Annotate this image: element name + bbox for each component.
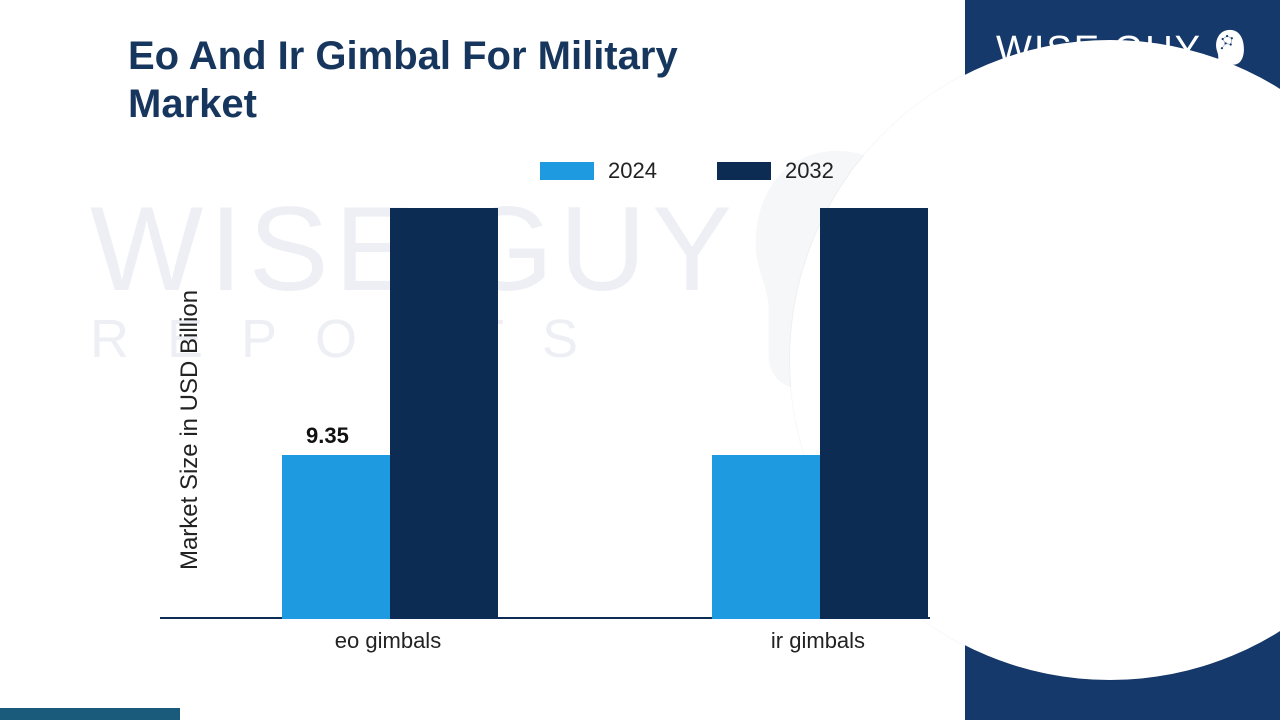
legend: 2024 2032 [540, 158, 834, 184]
logo-sub: REPORTS [996, 76, 1252, 90]
bottom-accent-bar [0, 708, 180, 720]
bar [712, 455, 820, 619]
legend-swatch-2024 [540, 162, 594, 180]
chart-area: Market Size in USD Billion eo gimbalsir … [110, 200, 930, 660]
bar [390, 208, 498, 619]
logo: WISE GUY REPORTS [996, 28, 1252, 90]
bar-value-label: 9.35 [306, 423, 349, 449]
legend-item-2032: 2032 [717, 158, 834, 184]
bar-group [710, 208, 930, 619]
legend-label-2024: 2024 [608, 158, 657, 184]
bar-group [280, 208, 500, 619]
logo-head-icon [1208, 28, 1252, 72]
logo-text: WISE GUY [996, 31, 1202, 69]
logo-main-row: WISE GUY [996, 28, 1252, 72]
legend-item-2024: 2024 [540, 158, 657, 184]
bar [820, 208, 928, 619]
x-axis-label: ir gimbals [710, 628, 926, 654]
x-axis-label: eo gimbals [280, 628, 496, 654]
chart-title: Eo And Ir Gimbal For Military Market [128, 32, 688, 128]
plot-area: eo gimbalsir gimbals9.35 [160, 200, 930, 620]
canvas: WISE GUY REPORTS WISE GUY [0, 0, 1280, 720]
bar [282, 455, 390, 619]
legend-label-2032: 2032 [785, 158, 834, 184]
legend-swatch-2032 [717, 162, 771, 180]
